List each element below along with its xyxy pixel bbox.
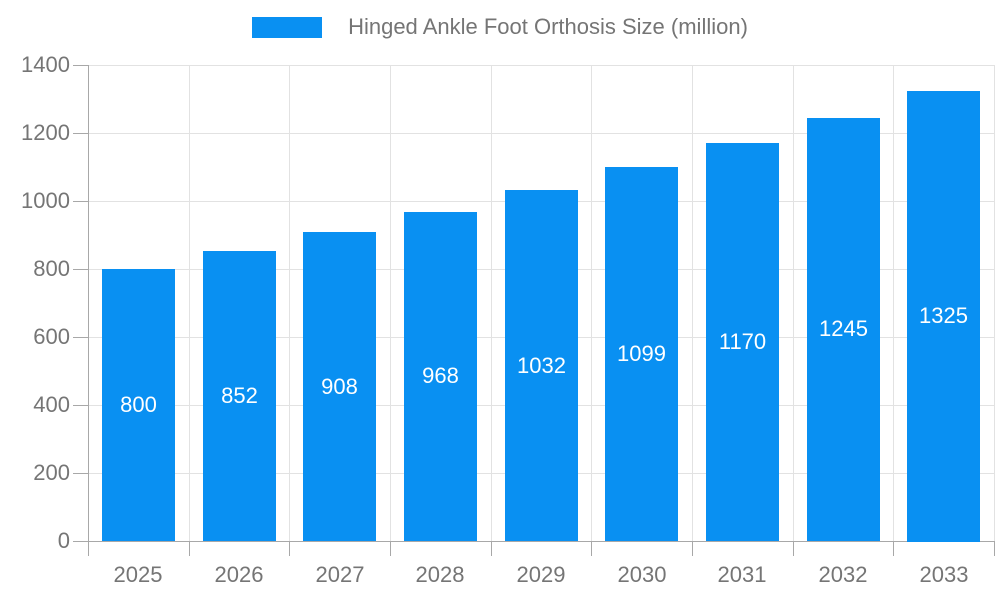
y-axis-tick (73, 65, 88, 66)
y-axis-tick (73, 201, 88, 202)
legend-swatch (252, 16, 323, 38)
bar[interactable] (303, 232, 376, 541)
gridline-vertical (289, 65, 290, 541)
x-axis-tick (491, 541, 492, 556)
y-tick-label: 1400 (21, 52, 70, 77)
bar[interactable] (505, 190, 578, 541)
x-tick-label: 2030 (617, 562, 667, 587)
y-axis-tick (73, 269, 88, 270)
bar[interactable] (102, 269, 175, 541)
gridline-vertical (591, 65, 592, 541)
bar[interactable] (706, 143, 779, 541)
x-axis-tick (692, 541, 693, 556)
x-tick-label: 2031 (717, 562, 767, 587)
x-tick-label: 2032 (818, 562, 868, 587)
y-axis-tick (73, 337, 88, 338)
x-tick-label: 2027 (315, 562, 365, 587)
gridline-vertical (893, 65, 894, 541)
bar[interactable] (605, 167, 678, 541)
y-axis-tick (73, 405, 88, 406)
gridline-vertical (390, 65, 391, 541)
bar[interactable] (404, 212, 477, 541)
x-axis-line (73, 541, 994, 542)
y-axis-line (88, 65, 89, 556)
bar[interactable] (907, 91, 980, 542)
gridline-vertical (189, 65, 190, 541)
x-tick-label: 2028 (415, 562, 465, 587)
y-tick-label: 600 (33, 324, 70, 349)
x-axis-tick (390, 541, 391, 556)
x-tick-label: 2033 (919, 562, 969, 587)
x-axis-tick (793, 541, 794, 556)
gridline-vertical (491, 65, 492, 541)
y-tick-label: 800 (33, 256, 70, 281)
y-tick-label: 1000 (21, 188, 70, 213)
x-axis-tick (893, 541, 894, 556)
gridline-vertical (692, 65, 693, 541)
x-tick-label: 2026 (214, 562, 264, 587)
y-axis-tick (73, 473, 88, 474)
x-tick-label: 2029 (516, 562, 566, 587)
bar[interactable] (203, 251, 276, 541)
x-tick-label: 2025 (113, 562, 163, 587)
y-axis-tick (73, 133, 88, 134)
bar[interactable] (807, 118, 880, 541)
gridline-vertical (793, 65, 794, 541)
legend[interactable]: Hinged Ankle Foot Orthosis Size (million… (0, 14, 1000, 40)
x-axis-tick (189, 541, 190, 556)
gridline-vertical (994, 65, 995, 541)
gridline-horizontal (88, 65, 994, 66)
x-axis-tick (289, 541, 290, 556)
y-tick-label: 200 (33, 460, 70, 485)
gridline-horizontal (88, 133, 994, 134)
x-axis-tick (994, 541, 995, 556)
x-axis-tick (591, 541, 592, 556)
legend-label: Hinged Ankle Foot Orthosis Size (million… (348, 14, 748, 39)
y-tick-label: 0 (57, 528, 70, 553)
y-tick-label: 400 (33, 392, 70, 417)
y-tick-label: 1200 (21, 120, 70, 145)
